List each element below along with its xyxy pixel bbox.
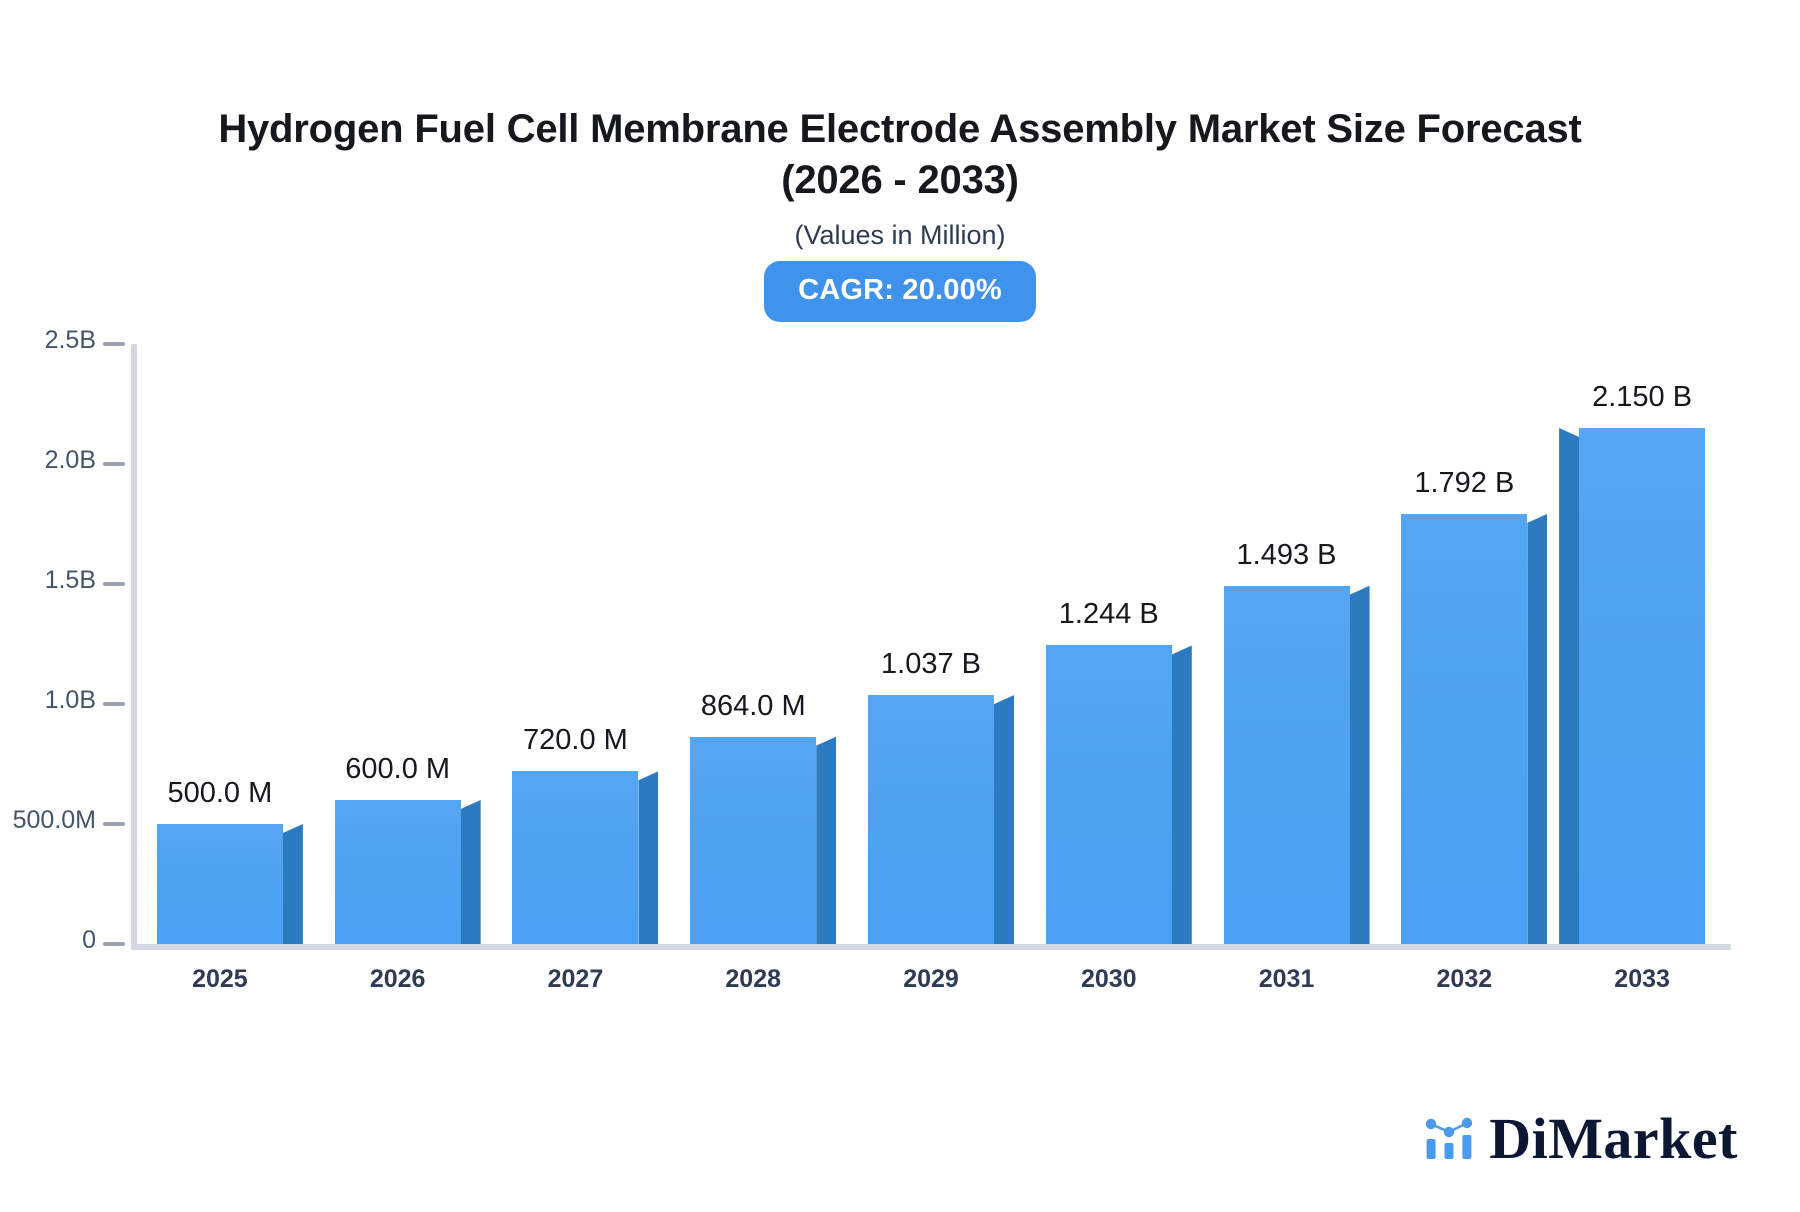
- bar-side-face: [1349, 585, 1370, 944]
- bar-value-label: 2.150 B: [1592, 381, 1693, 413]
- bar-front-face: [156, 824, 283, 944]
- bar-front-face: [1401, 513, 1528, 944]
- brand-name: DiMarket: [1489, 1106, 1738, 1171]
- bar-column[interactable]: [1401, 513, 1548, 944]
- bar-column[interactable]: [512, 771, 659, 944]
- bar-2030[interactable]: 1.244 B: [1045, 344, 1192, 944]
- x-axis-line: [131, 944, 1731, 950]
- chart-header: Hydrogen Fuel Cell Membrane Electrode As…: [0, 0, 1800, 323]
- bar-2025[interactable]: 500.0 M: [156, 344, 303, 944]
- bar-2029[interactable]: 1.037 B: [868, 344, 1014, 944]
- x-axis-tick-label: 2029: [903, 965, 959, 993]
- bar-side-face: [638, 771, 659, 944]
- bar-column[interactable]: [1045, 645, 1192, 944]
- bar-side-face: [1527, 513, 1548, 944]
- x-axis-tick-label: 2028: [725, 965, 782, 993]
- bar-column[interactable]: [1559, 428, 1706, 944]
- bar-value-label: 1.493 B: [1236, 538, 1337, 571]
- y-axis-tick-label: 0: [82, 926, 96, 954]
- bar-2028[interactable]: 864.0 M: [690, 344, 837, 944]
- y-axis-tick-label: 1.5B: [44, 566, 96, 594]
- bar-front-face: [334, 800, 461, 944]
- x-axis: 2025 2026 2027 2028 2029 2030 2031 2032 2033: [131, 965, 1731, 1005]
- bar-chart-trend-icon: [1423, 1111, 1475, 1168]
- bar-column[interactable]: [334, 800, 481, 944]
- y-axis-tick-mark: [103, 582, 125, 586]
- y-axis-tick-mark: [103, 942, 125, 946]
- bar-front-face: [868, 695, 994, 944]
- x-axis-tick-label: 2032: [1436, 965, 1493, 993]
- x-axis-tick-label: 2026: [369, 965, 426, 993]
- bar-value-label: 600.0 M: [345, 753, 451, 785]
- bar-side-face: [816, 736, 837, 944]
- bar-column[interactable]: [156, 824, 303, 944]
- bar-side-face: [1559, 428, 1580, 944]
- y-axis-tick-mark: [103, 342, 125, 346]
- bar-side-face: [1171, 645, 1192, 944]
- bar-value-label: 1.244 B: [1058, 598, 1159, 631]
- bar-side-face: [460, 800, 481, 944]
- x-axis-tick-label: 2033: [1614, 965, 1670, 993]
- bar-2033[interactable]: 2.150 B: [1559, 344, 1706, 944]
- bar-value-label: 720.0 M: [523, 724, 628, 757]
- x-axis-tick-label: 2027: [547, 965, 604, 993]
- bar-value-label: 864.0 M: [700, 689, 806, 722]
- bar-2032[interactable]: 1.792 B: [1401, 344, 1548, 944]
- bar-front-face: [1579, 428, 1706, 944]
- cagr-badge: CAGR: 20.00%: [764, 261, 1036, 323]
- x-axis-tick-label: 2025: [192, 965, 248, 993]
- bar-column[interactable]: [868, 695, 1014, 944]
- x-axis-tick-label: 2030: [1080, 965, 1137, 993]
- y-axis-tick-mark: [103, 462, 125, 466]
- x-axis-tick-label: 2031: [1258, 965, 1315, 993]
- bar-side-face: [282, 824, 303, 944]
- bar-column[interactable]: [1223, 585, 1370, 944]
- bar-value-label: 500.0 M: [167, 777, 273, 809]
- page-title: Hydrogen Fuel Cell Membrane Electrode As…: [218, 107, 1582, 203]
- bar-2027[interactable]: 720.0 M: [512, 344, 659, 944]
- y-axis-tick-mark: [103, 702, 125, 706]
- bars-layer: 500.0 M 600.0 M 720.0 M 864.0 M 1.037 B 1.244…: [131, 344, 1731, 944]
- y-axis-line: [131, 344, 137, 950]
- chart-subtitle: (Values in Million): [794, 220, 1006, 251]
- bar-value-label: 1.792 B: [1414, 466, 1515, 499]
- bar-front-face: [512, 771, 639, 944]
- y-axis-tick-label: 2.0B: [44, 446, 96, 474]
- bar-front-face: [1223, 585, 1350, 944]
- y-axis-tick-label: 500.0M: [12, 806, 96, 834]
- bar-column[interactable]: [690, 736, 837, 944]
- bar-front-face: [690, 736, 817, 944]
- y-axis-tick-label: 2.5B: [44, 326, 96, 354]
- bar-side-face: [994, 695, 1014, 944]
- bar-2031[interactable]: 1.493 B: [1223, 344, 1370, 944]
- y-axis-tick-label: 1.0B: [44, 686, 96, 714]
- bar-front-face: [1045, 645, 1172, 944]
- y-axis-tick-mark: [103, 822, 125, 826]
- bar-2026[interactable]: 600.0 M: [334, 344, 481, 944]
- bar-value-label: 1.037 B: [881, 648, 981, 681]
- brand-logo: DiMarket: [1423, 1110, 1738, 1168]
